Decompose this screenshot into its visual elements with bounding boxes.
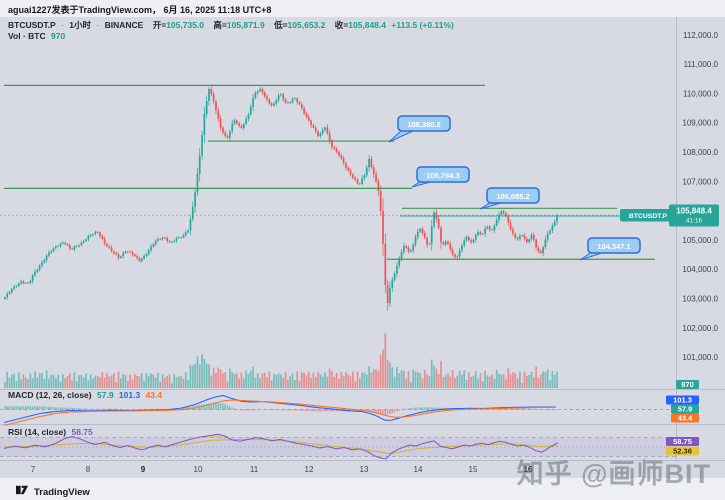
time-axis[interactable]: 7 8 9 10 11 12 13 14 15 16 xyxy=(31,465,533,474)
low-value: 105,653.2 xyxy=(287,20,326,30)
attribution-text: aguai1227发表于TradingView.com， 6月 16, 2025… xyxy=(8,5,272,15)
high-label: 高= xyxy=(213,20,227,30)
symbol-legend[interactable]: BTCUSDT.P · 1小时 · BINANCE 开=105,735.0 高=… xyxy=(8,19,457,31)
change-value: +113.5 (+0.11%) xyxy=(391,20,454,30)
price-axis-label: 104,000.0 xyxy=(682,265,718,274)
macd-line-value: 101.3 xyxy=(118,390,141,400)
price-axis-label: 111,000.0 xyxy=(684,60,719,69)
indicator-badge xyxy=(671,404,699,414)
price-axis-label: 101,000.0 xyxy=(682,353,718,362)
high-value: 105,871.9 xyxy=(226,20,265,30)
macd-pane[interactable] xyxy=(0,394,676,427)
price-badge xyxy=(669,204,719,227)
time-axis-label: 13 xyxy=(360,465,369,474)
indicator-badge xyxy=(666,446,699,456)
rsi-title: RSI (14, close) xyxy=(8,427,67,437)
indicator-badge xyxy=(671,413,699,423)
indicator-badge xyxy=(666,395,699,405)
tradingview-watermark: TradingView xyxy=(34,486,90,498)
callout-bubble xyxy=(416,166,470,183)
macd-title: MACD (12, 26, close) xyxy=(8,390,92,400)
candles-layer[interactable] xyxy=(4,86,558,311)
price-axis-label: 105,000.0 xyxy=(682,236,718,245)
time-axis-label: 11 xyxy=(250,465,259,474)
indicator-badge-value: 58.75 xyxy=(673,437,692,446)
rsi-pane[interactable] xyxy=(0,433,676,460)
rsi-legend[interactable]: RSI (14, close) 58.75 xyxy=(8,427,96,437)
macd-line xyxy=(3,394,556,424)
price-axis-label: 110,000.0 xyxy=(683,89,719,98)
price-badge-countdown: 41:16 xyxy=(686,218,703,225)
indicator-badge-value: 43.4 xyxy=(678,414,693,423)
volume-layer xyxy=(4,333,558,388)
open-label: 开= xyxy=(152,20,167,30)
time-axis-label: 10 xyxy=(194,465,203,474)
callout-bubble xyxy=(486,187,540,204)
symbol-tag xyxy=(620,209,676,222)
callout-price-label: 108,380.2 xyxy=(407,120,440,129)
price-callouts-layer[interactable]: 108,380.2 106,764.3 106,085.2 104,347.1 xyxy=(388,115,641,261)
callout-price-label: 106,085.2 xyxy=(496,192,529,201)
time-axis-label: 9 xyxy=(141,465,146,474)
macd-hist-value: 57.9 xyxy=(97,390,114,400)
macd-signal-value: 43.4 xyxy=(145,390,163,400)
price-axis-label: 107,000.0 xyxy=(682,177,718,186)
macd-legend[interactable]: MACD (12, 26, close) 57.9 101.3 43.4 xyxy=(8,390,165,400)
legend-exchange: BINANCE xyxy=(104,20,144,30)
legend-timeframe: 1小时 xyxy=(69,20,92,30)
price-axis-label: 109,000.0 xyxy=(682,119,718,128)
rsi-line xyxy=(3,433,559,460)
attribution-bar: aguai1227发表于TradingView.com， 6月 16, 2025… xyxy=(8,3,271,16)
price-axis-label: 108,000.0 xyxy=(682,148,718,157)
price-axis-label: 103,000.0 xyxy=(682,295,718,304)
volume-label: Vol · BTC xyxy=(8,31,46,41)
callout-bubble xyxy=(587,237,641,254)
tradingview-logo-icon xyxy=(16,483,29,500)
callout-price-label: 104,347.1 xyxy=(597,242,630,251)
indicator-badge-value: 101.3 xyxy=(673,396,692,405)
legend-separator: · xyxy=(96,20,100,30)
drawing-rays-layer[interactable] xyxy=(4,84,655,260)
price-badge-value: 105,848.4 xyxy=(676,207,712,216)
indicator-badge-value: 52.36 xyxy=(673,447,692,456)
legend-separator: · xyxy=(61,20,64,30)
volume-value: 970 xyxy=(51,31,66,41)
time-axis-label: 12 xyxy=(305,465,314,474)
price-axis-label: 102,000.0 xyxy=(682,324,718,333)
open-value: 105,735.0 xyxy=(166,20,205,30)
volume-legend[interactable]: Vol · BTC 970 xyxy=(8,31,68,41)
time-axis-label: 15 xyxy=(469,465,478,474)
low-label: 低= xyxy=(274,20,288,30)
time-axis-label: 8 xyxy=(86,465,91,474)
indicator-badge-value: 57.9 xyxy=(678,405,693,414)
indicator-badge xyxy=(666,437,699,446)
rsi-value: 58.75 xyxy=(71,427,93,437)
time-axis-label: 16 xyxy=(524,465,533,474)
callout-price-label: 106,764.3 xyxy=(426,171,459,180)
bottom-bar: TradingView xyxy=(16,483,90,500)
price-axis-label: 112,000.0 xyxy=(683,31,719,40)
current-price-labels: BTCUSDT.P 105,848.4 41:16 xyxy=(620,204,719,227)
legend-symbol: BTCUSDT.P xyxy=(8,20,56,30)
macd-signal-line xyxy=(3,399,557,427)
symbol-tag-label: BTCUSDT.P xyxy=(629,213,668,220)
indicator-badge-value: 970 xyxy=(681,380,694,389)
time-axis-label: 14 xyxy=(414,465,423,474)
callout-bubble xyxy=(397,115,451,132)
close-label: 收= xyxy=(334,20,349,30)
close-value: 105,848.4 xyxy=(348,20,387,30)
indicator-badge xyxy=(676,380,699,389)
time-axis-label: 7 xyxy=(31,465,36,474)
